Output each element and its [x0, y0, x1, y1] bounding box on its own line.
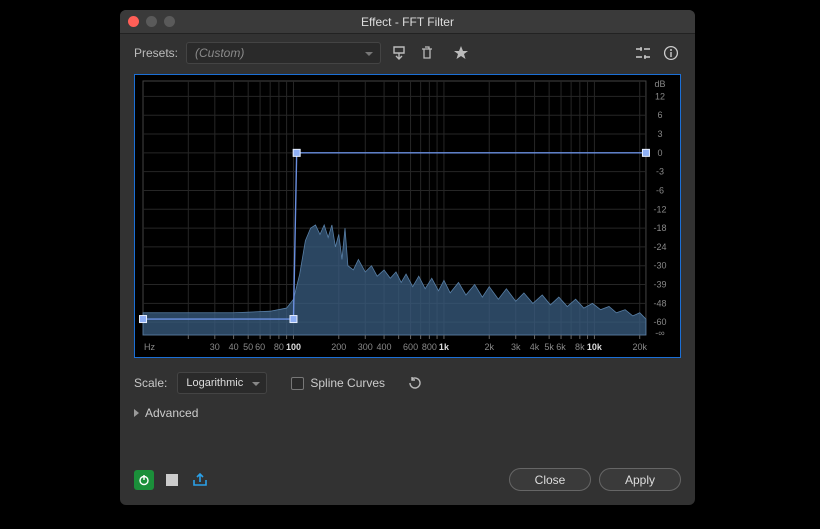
svg-text:2k: 2k — [484, 342, 494, 352]
toolbar: Presets: (Custom) — [120, 34, 695, 70]
close-button[interactable]: Close — [509, 468, 591, 491]
svg-text:-60: -60 — [653, 317, 666, 327]
svg-text:6: 6 — [657, 110, 662, 120]
reset-icon[interactable] — [405, 373, 425, 393]
svg-text:-18: -18 — [653, 223, 666, 233]
svg-text:-3: -3 — [656, 167, 664, 177]
chart-container: dB12630-3-6-12-18-24-30-39-48-60-∞304050… — [134, 74, 681, 358]
apply-button[interactable]: Apply — [599, 468, 681, 491]
svg-text:-48: -48 — [653, 298, 666, 308]
routing-icon[interactable] — [633, 43, 653, 63]
svg-text:3k: 3k — [511, 342, 521, 352]
spline-curves-checkbox[interactable]: Spline Curves — [291, 376, 385, 390]
window-maximize-button[interactable] — [164, 16, 175, 27]
svg-text:dB: dB — [654, 79, 665, 89]
svg-text:60: 60 — [255, 342, 265, 352]
svg-text:12: 12 — [655, 91, 665, 101]
info-icon[interactable] — [661, 43, 681, 63]
power-button[interactable] — [134, 470, 154, 490]
svg-text:30: 30 — [210, 342, 220, 352]
svg-text:300: 300 — [358, 342, 373, 352]
spline-curves-label: Spline Curves — [310, 376, 385, 390]
presets-dropdown[interactable]: (Custom) — [186, 42, 381, 64]
advanced-toggle[interactable]: Advanced — [120, 398, 695, 420]
footer: Close Apply — [120, 458, 695, 505]
scale-dropdown[interactable]: Logarithmic — [177, 372, 267, 394]
presets-label: Presets: — [134, 46, 178, 60]
svg-text:6k: 6k — [556, 342, 566, 352]
svg-text:800: 800 — [422, 342, 437, 352]
svg-text:0: 0 — [657, 148, 662, 158]
svg-text:-39: -39 — [653, 280, 666, 290]
svg-text:-6: -6 — [656, 185, 664, 195]
svg-text:-30: -30 — [653, 261, 666, 271]
fft-filter-window: Effect - FFT Filter Presets: (Custom) dB… — [120, 10, 695, 505]
controls-row: Scale: Logarithmic Spline Curves — [120, 358, 695, 398]
window-close-button[interactable] — [128, 16, 139, 27]
window-minimize-button[interactable] — [146, 16, 157, 27]
chevron-right-icon — [134, 409, 139, 417]
apply-button-label: Apply — [625, 473, 655, 487]
scale-label: Scale: — [134, 376, 167, 390]
export-icon[interactable] — [190, 470, 210, 490]
stop-preview-button[interactable] — [166, 474, 178, 486]
svg-text:600: 600 — [403, 342, 418, 352]
svg-text:10k: 10k — [587, 342, 603, 352]
delete-preset-icon[interactable] — [417, 43, 437, 63]
checkbox-box — [291, 377, 304, 390]
window-title: Effect - FFT Filter — [120, 15, 695, 29]
save-preset-icon[interactable] — [389, 43, 409, 63]
fft-chart[interactable]: dB12630-3-6-12-18-24-30-39-48-60-∞304050… — [137, 77, 678, 355]
svg-text:8k: 8k — [575, 342, 585, 352]
svg-text:-24: -24 — [653, 242, 666, 252]
svg-text:1k: 1k — [439, 342, 450, 352]
svg-text:-∞: -∞ — [655, 328, 664, 338]
svg-text:Hz: Hz — [144, 342, 156, 352]
svg-text:200: 200 — [331, 342, 346, 352]
svg-text:100: 100 — [286, 342, 301, 352]
svg-text:3: 3 — [657, 129, 662, 139]
svg-text:4k: 4k — [530, 342, 540, 352]
svg-text:-12: -12 — [653, 204, 666, 214]
scale-value: Logarithmic — [186, 377, 243, 389]
traffic-lights — [128, 16, 175, 27]
svg-text:400: 400 — [377, 342, 392, 352]
svg-text:50: 50 — [243, 342, 253, 352]
svg-text:40: 40 — [229, 342, 239, 352]
svg-text:5k: 5k — [544, 342, 554, 352]
advanced-label: Advanced — [145, 406, 198, 420]
titlebar[interactable]: Effect - FFT Filter — [120, 10, 695, 34]
svg-text:20k: 20k — [632, 342, 647, 352]
close-button-label: Close — [535, 473, 566, 487]
favorite-icon[interactable] — [451, 43, 471, 63]
svg-text:80: 80 — [274, 342, 284, 352]
preset-value: (Custom) — [195, 46, 244, 60]
